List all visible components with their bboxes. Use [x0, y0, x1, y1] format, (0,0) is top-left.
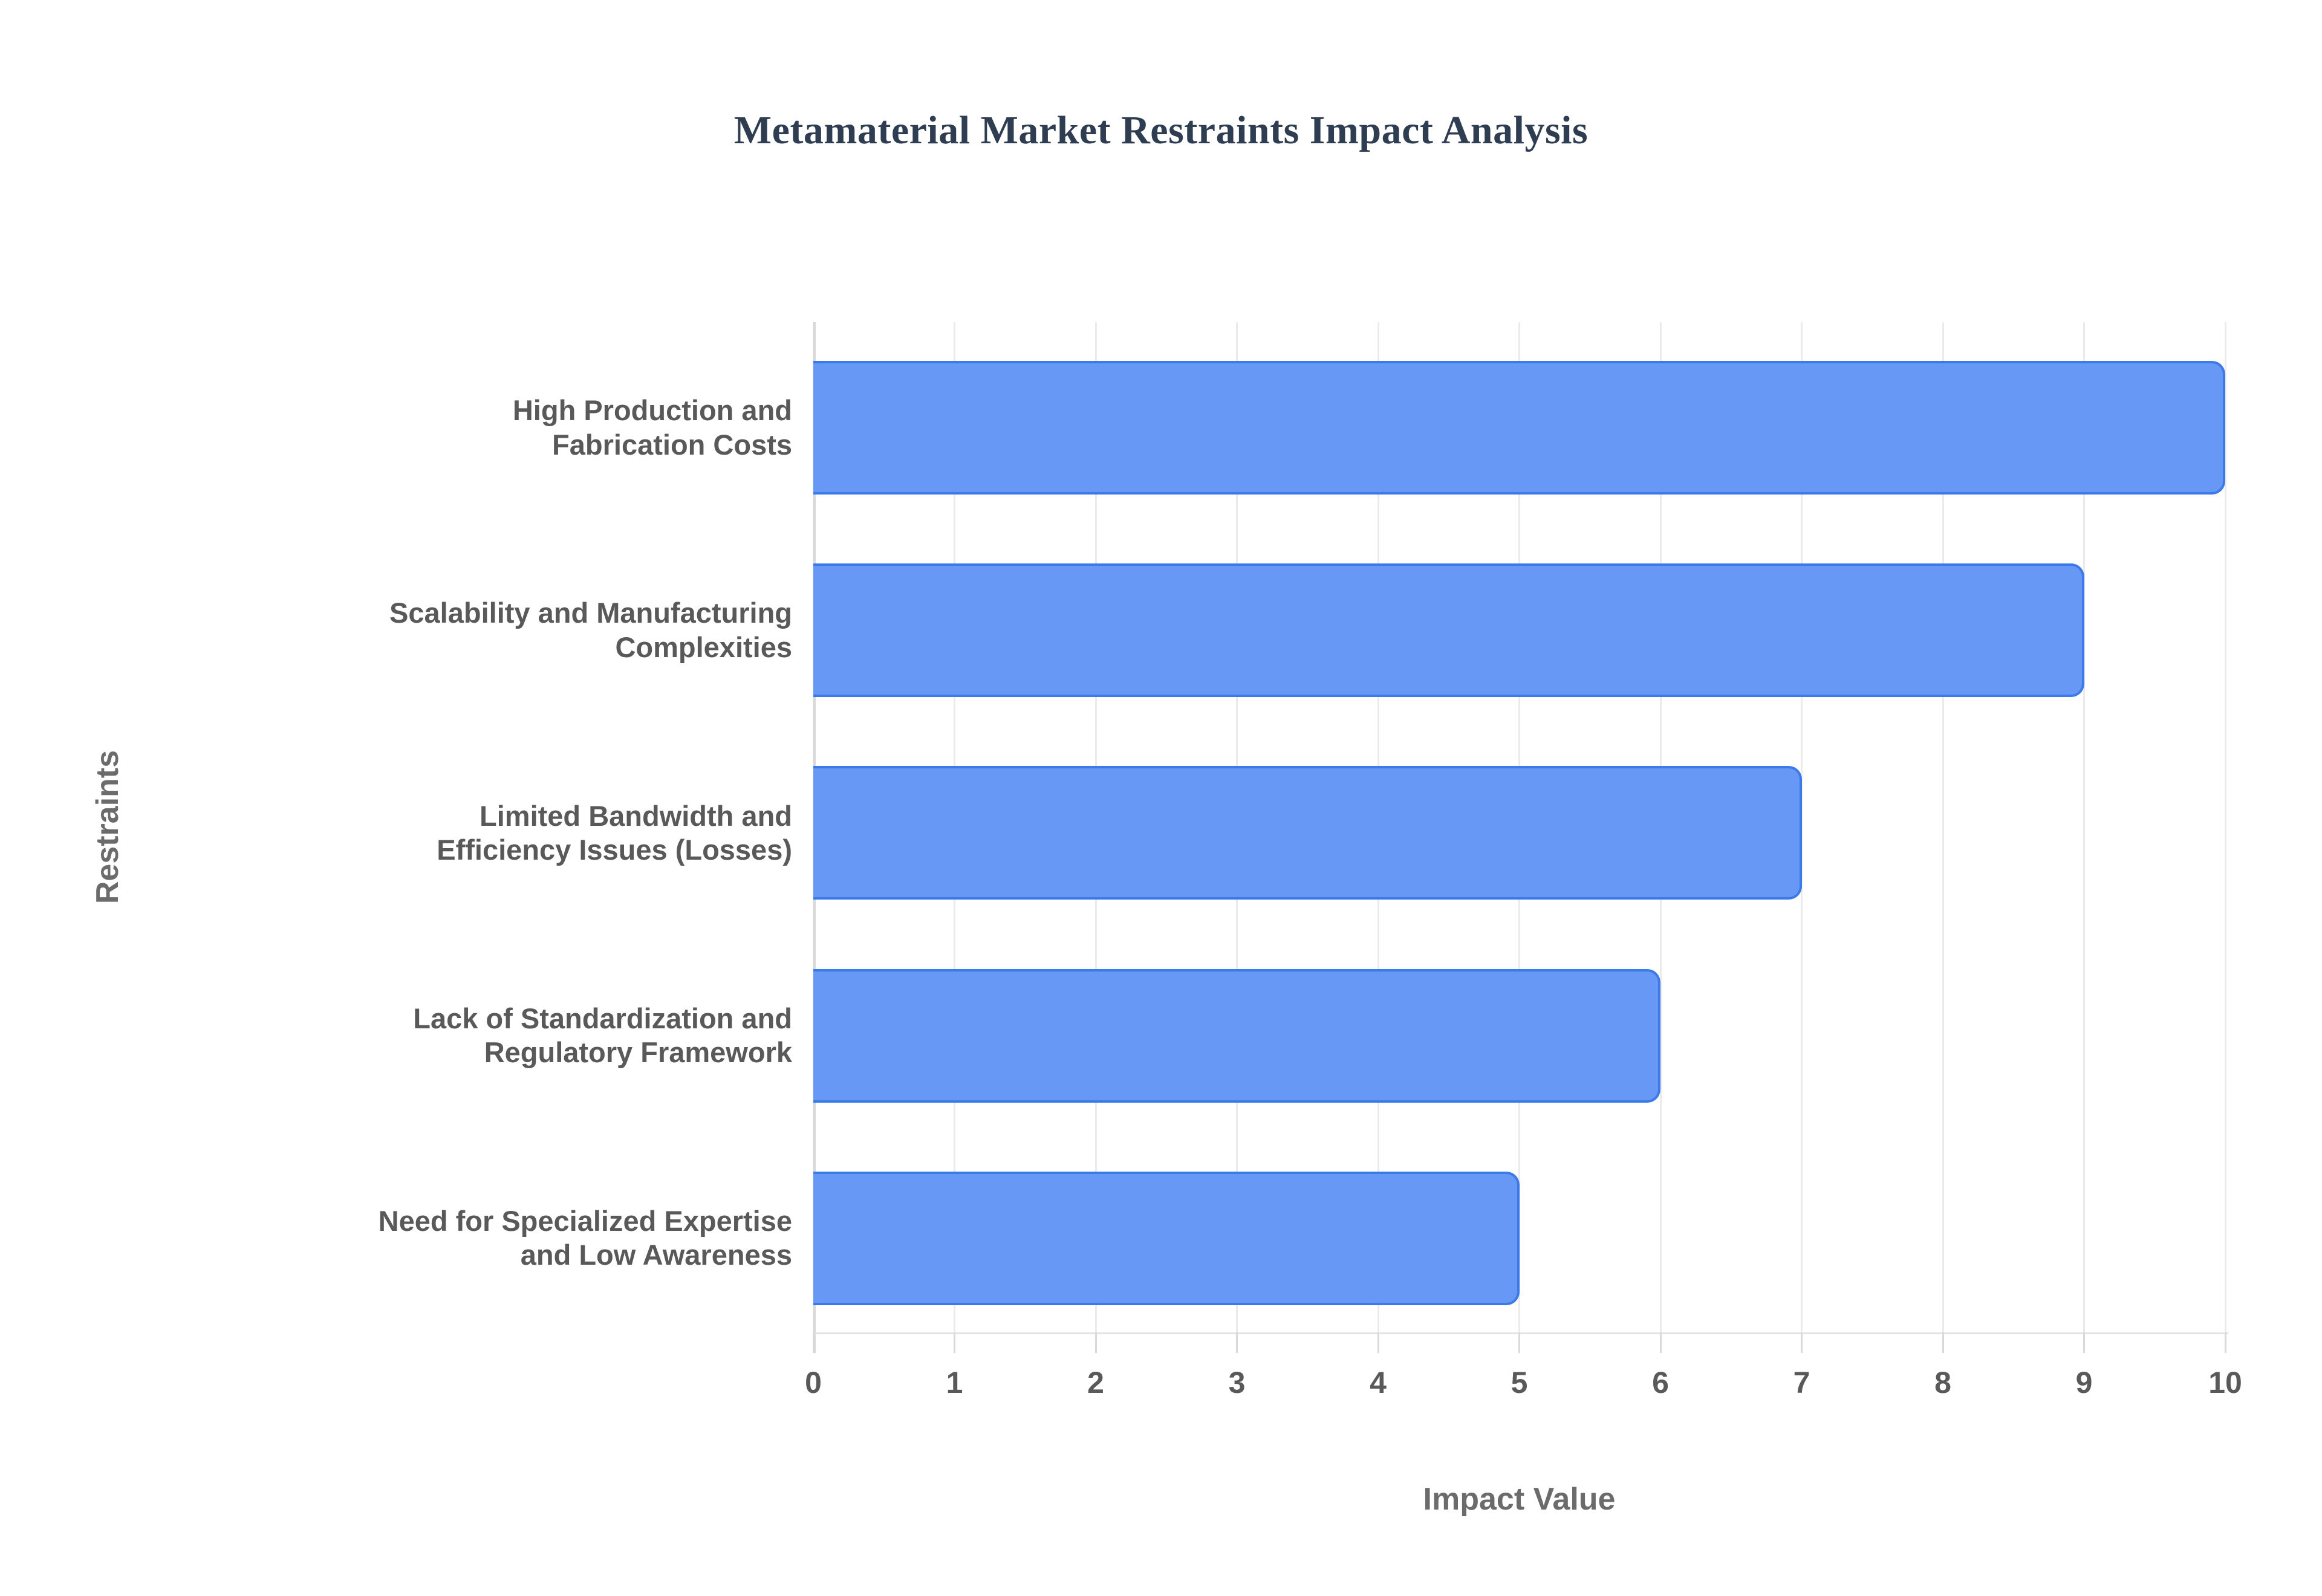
tick-mark-10: [2224, 1332, 2226, 1353]
tick-mark-1: [954, 1332, 955, 1353]
y-axis-category-label: Limited Bandwidth and Efficiency Issues …: [437, 799, 792, 866]
y-axis-category-label: High Production and Fabrication Costs: [512, 394, 792, 461]
x-tick-label-6: 6: [1652, 1366, 1669, 1400]
tick-mark-9: [2083, 1332, 2085, 1353]
x-tick-label-0: 0: [805, 1366, 822, 1400]
tick-mark-3: [1236, 1332, 1238, 1353]
x-tick-label-7: 7: [1793, 1366, 1810, 1400]
y-axis-title: Restraints: [90, 750, 125, 904]
x-tick-label-10: 10: [2208, 1366, 2242, 1400]
y-axis-category-label: Lack of Standardization and Regulatory F…: [413, 1002, 792, 1069]
tick-mark-0: [812, 1332, 815, 1353]
bar[interactable]: [813, 766, 1802, 900]
tick-mark-5: [1518, 1332, 1520, 1353]
bars-group: [813, 322, 2225, 1332]
chart-title: Metamaterial Market Restraints Impact An…: [733, 108, 1589, 152]
tick-mark-2: [1094, 1332, 1097, 1353]
tick-mark-7: [1801, 1332, 1803, 1353]
x-tick-label-3: 3: [1228, 1366, 1246, 1400]
bar[interactable]: [813, 361, 2225, 495]
tick-mark-6: [1659, 1332, 1662, 1353]
x-tick-label-2: 2: [1087, 1366, 1104, 1400]
y-axis-category-label: Scalability and Manufacturing Complexiti…: [389, 597, 792, 663]
x-tick-label-4: 4: [1370, 1366, 1387, 1400]
bar[interactable]: [813, 1171, 1520, 1305]
tick-mark-4: [1377, 1332, 1379, 1353]
x-axis-title: Impact Value: [1423, 1482, 1616, 1517]
bar[interactable]: [813, 563, 2084, 698]
bar[interactable]: [813, 968, 1660, 1103]
x-tick-label-1: 1: [946, 1366, 963, 1400]
tick-mark-8: [1942, 1332, 1944, 1353]
x-axis-line: [813, 1332, 2228, 1334]
x-tick-label-5: 5: [1511, 1366, 1528, 1400]
y-axis-category-label: Need for Specialized Expertise and Low A…: [378, 1204, 792, 1271]
x-tick-label-9: 9: [2075, 1366, 2093, 1400]
x-tick-label-8: 8: [1934, 1366, 1951, 1400]
